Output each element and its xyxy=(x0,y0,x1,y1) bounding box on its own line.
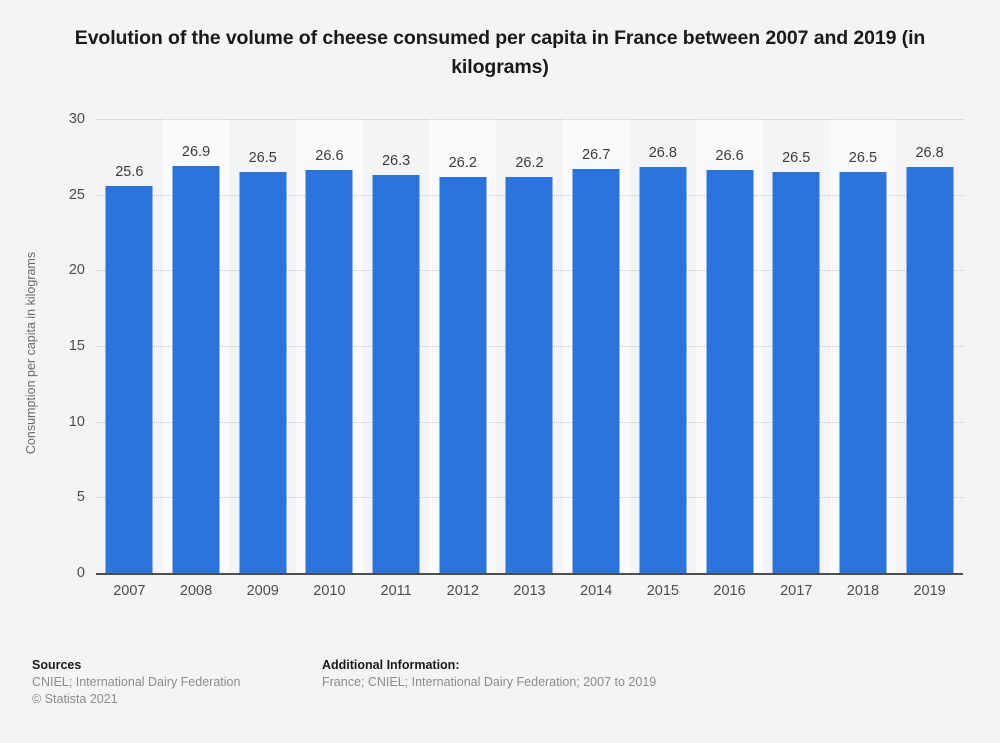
bar-value-label: 26.5 xyxy=(248,149,277,166)
bar[interactable] xyxy=(505,176,553,573)
additional-information-text: France; CNIEL; International Dairy Feder… xyxy=(322,675,657,689)
sources-text: CNIEL; International Dairy Federation xyxy=(32,675,241,689)
bar[interactable] xyxy=(372,175,420,573)
x-axis-tick-label: 2016 xyxy=(713,583,746,599)
bar-slot[interactable]: 26.5 xyxy=(763,119,830,573)
y-axis: Consumption per capita in kilograms 0 5 10… xyxy=(0,0,96,743)
bar-slot[interactable]: 26.6 xyxy=(296,119,363,573)
y-axis-tick-label: 25 xyxy=(68,186,85,203)
bar[interactable] xyxy=(439,176,487,573)
bar-slot[interactable]: 25.6 xyxy=(96,119,163,573)
x-axis: 2007 2008 2009 2010 2011 2012 2013 2014 2015 2016… xyxy=(96,583,963,599)
bar-slot[interactable]: 26.8 xyxy=(896,119,963,573)
bar[interactable] xyxy=(906,167,954,573)
bar-value-label: 26.5 xyxy=(782,149,811,166)
bar-value-label: 26.6 xyxy=(315,148,344,165)
bar-value-label: 26.8 xyxy=(648,145,677,162)
x-axis-tick-label: 2012 xyxy=(446,583,479,599)
bar-slot[interactable]: 26.2 xyxy=(496,119,563,573)
bar-slot[interactable]: 26.9 xyxy=(163,119,230,573)
bar[interactable] xyxy=(239,171,287,573)
bar-slot[interactable]: 26.5 xyxy=(229,119,296,573)
chart-footer: Sources CNIEL; International Dairy Feder… xyxy=(0,652,1000,743)
bar-slot[interactable]: 26.3 xyxy=(363,119,430,573)
y-axis-tick-label: 15 xyxy=(68,338,85,354)
bar-slot[interactable]: 26.2 xyxy=(429,119,496,573)
bar-slot[interactable]: 26.6 xyxy=(696,119,763,573)
x-axis-tick-label: 2014 xyxy=(580,583,613,599)
y-axis-title: Consumption per capita in kilograms xyxy=(24,251,38,455)
additional-information-block: Additional Information: France; CNIEL; I… xyxy=(322,657,922,691)
bar-value-label: 26.8 xyxy=(915,145,944,162)
bar-value-label: 26.5 xyxy=(848,149,878,166)
x-axis-tick-label: 2017 xyxy=(780,583,813,599)
bar-value-label: 26.3 xyxy=(381,153,411,169)
x-axis-tick-label: 2015 xyxy=(646,583,679,599)
x-axis-tick-label: 2018 xyxy=(846,583,880,599)
x-axis-tick-label: 2007 xyxy=(113,583,146,599)
bar-value-label: 26.9 xyxy=(181,143,211,160)
bar-value-label: 26.7 xyxy=(582,146,611,163)
bar[interactable] xyxy=(172,165,220,573)
y-axis-tick-label: 5 xyxy=(76,489,85,506)
bar-value-label: 26.6 xyxy=(715,148,744,165)
bar[interactable] xyxy=(772,171,820,573)
y-axis-tick-label: 30 xyxy=(68,111,85,127)
plot-area: 25.6 26.9 26.5 26.6 26.3 26.2 26.2 26.7 26.8 26.6… xyxy=(96,119,963,574)
bar-slot[interactable]: 26.7 xyxy=(563,119,630,573)
chart-title: Evolution of the volume of cheese consum… xyxy=(74,27,926,78)
bar[interactable] xyxy=(706,170,754,573)
gridline xyxy=(96,119,963,120)
x-axis-line xyxy=(96,573,963,575)
bar[interactable] xyxy=(305,170,353,573)
bar-value-label: 25.6 xyxy=(115,163,144,180)
sources-block: Sources CNIEL; International Dairy Feder… xyxy=(32,657,312,708)
copyright-text: © Statista 2021 xyxy=(32,692,118,706)
x-axis-tick-label: 2009 xyxy=(246,583,279,599)
y-axis-tick-label: 20 xyxy=(68,262,85,279)
x-axis-tick-label: 2008 xyxy=(179,583,213,599)
bar[interactable] xyxy=(839,171,887,573)
bar[interactable] xyxy=(105,185,153,573)
x-axis-tick-label: 2010 xyxy=(313,583,346,599)
x-axis-tick-label: 2011 xyxy=(380,583,412,599)
bar-slot[interactable]: 26.5 xyxy=(830,119,897,573)
bar-slot[interactable]: 26.8 xyxy=(630,119,697,573)
x-axis-tick-label: 2013 xyxy=(513,583,546,599)
bars-layer: 25.6 26.9 26.5 26.6 26.3 26.2 26.2 26.7 26.8 26.6… xyxy=(96,119,963,573)
x-axis-tick-label: 2019 xyxy=(913,583,946,599)
sources-heading: Sources xyxy=(32,658,82,672)
y-axis-tick-label: 10 xyxy=(68,413,85,430)
additional-information-heading: Additional Information: xyxy=(322,658,460,672)
bar-value-label: 26.2 xyxy=(515,154,544,171)
y-axis-tick-label: 0 xyxy=(76,565,85,581)
bar-value-label: 26.2 xyxy=(448,154,477,171)
bar[interactable] xyxy=(572,168,620,573)
bar[interactable] xyxy=(639,167,687,573)
